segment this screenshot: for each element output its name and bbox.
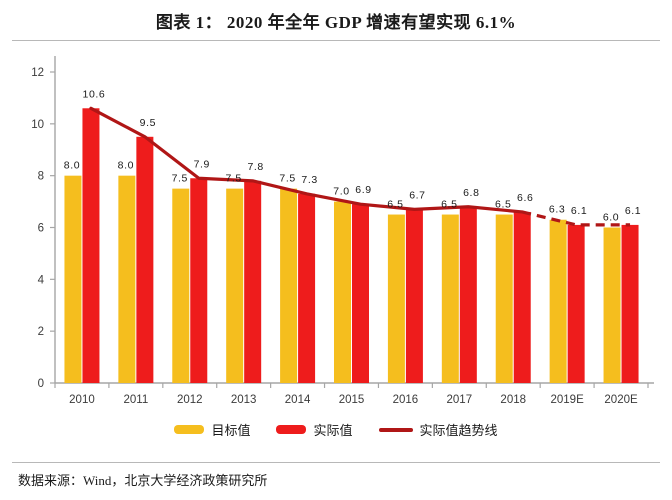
value-label-target: 6.5 [387,199,403,211]
x-axis-category-label: 2017 [447,394,473,406]
bar-actual [567,224,585,383]
x-axis-category-label: 2011 [123,394,148,406]
x-axis-category-label: 2019E [551,394,585,406]
value-label-actual: 7.9 [194,158,210,170]
y-axis-tick-label: 12 [31,67,44,79]
bar-actual [136,136,154,383]
y-axis-tick-label: 4 [38,274,45,286]
chart-svg: 0 2 4 6 8 10 12 8.0 10.6 8.0 9.5 7.5 7.9 7.5 7.8 7.5 7.3… [31,56,654,406]
bar-target [441,214,459,383]
value-label-actual: 10.6 [83,88,106,100]
value-label-target: 6.3 [549,204,565,216]
page-title: 图表 1： 2020 年全年 GDP 增速有望实现 6.1% [155,13,517,32]
bar-target [64,175,82,383]
legend-label-target: 目标值 [211,423,251,438]
legend-item-trendline[interactable]: 实际值趋势线 [378,420,498,439]
x-axis-category-label: 2012 [177,394,203,406]
bar-target [172,188,190,383]
value-label-target: 8.0 [64,160,80,172]
source-note: 数据来源：Wind，北京大学经济政策研究所 [18,473,268,488]
value-label-actual: 9.5 [140,117,156,129]
value-label-actual: 6.6 [517,192,533,204]
bar-target [603,227,621,383]
bar-actual [513,211,531,383]
chart-plot-area: 0 2 4 6 8 10 12 8.0 10.6 8.0 9.5 7.5 7.9 7.5 7.8 7.5 7.3… [0,44,672,414]
legend-swatch-target [174,425,205,434]
bar-actual [405,209,423,383]
bar-target [226,188,244,383]
value-label-target: 7.5 [225,173,241,185]
title-divider [12,40,660,41]
legend-item-target[interactable]: 目标值 [174,420,250,439]
legend-item-actual[interactable]: 实际值 [276,420,353,439]
value-label-actual: 6.7 [409,189,425,201]
bar-actual [621,224,639,383]
bar-actual [190,178,208,383]
bar-target [387,214,405,383]
y-axis-tick-label: 10 [31,119,44,131]
value-label-target: 7.5 [279,173,295,185]
value-label-target: 6.0 [603,212,619,224]
value-label-target: 8.0 [118,160,134,172]
x-axis-category-label: 2015 [339,394,365,406]
bar-target [334,201,351,383]
bar-actual [298,193,316,383]
value-label-target: 6.5 [441,199,457,211]
legend-label-actual: 实际值 [313,423,353,438]
bar-target [549,219,567,383]
legend-swatch-actual [276,425,307,434]
y-axis-tick-label: 8 [38,171,44,183]
x-axis-category-label: 2018 [500,394,526,406]
trend-line-solid [89,106,524,214]
value-label-actual: 6.1 [625,205,641,217]
x-axis-category-label: 2013 [231,394,257,406]
value-label-actual: 6.1 [571,205,587,217]
value-label-target: 7.5 [172,173,188,185]
value-label-actual: 6.9 [355,184,371,196]
bar-actual [352,204,369,383]
value-label-actual: 6.8 [463,187,479,199]
bar-target [495,214,513,383]
value-label-target: 7.0 [333,186,349,198]
bar-actual [459,206,477,383]
bar-actual [244,180,262,383]
y-axis-tick-label: 6 [38,223,44,235]
bar-target [118,175,136,383]
bar-actual [82,108,100,384]
value-label-target: 6.5 [495,199,511,211]
trend-line-dashed [521,210,631,227]
value-label-actual: 7.8 [247,161,263,173]
bar-target [280,188,298,383]
legend-label-trendline: 实际值趋势线 [419,423,498,438]
chart-legend: 目标值 实际值 实际值趋势线 [0,420,672,439]
footer-divider [12,462,660,463]
y-axis-tick-label: 0 [38,378,44,390]
x-axis-category-label: 2014 [285,394,311,406]
x-axis-category-label: 2010 [69,394,95,406]
x-axis-category-label: 2020E [604,394,638,406]
value-label-actual: 7.3 [301,174,317,186]
y-axis-tick-label: 2 [38,326,44,338]
legend-swatch-trendline [378,427,413,432]
x-axis-category-label: 2016 [393,394,419,406]
